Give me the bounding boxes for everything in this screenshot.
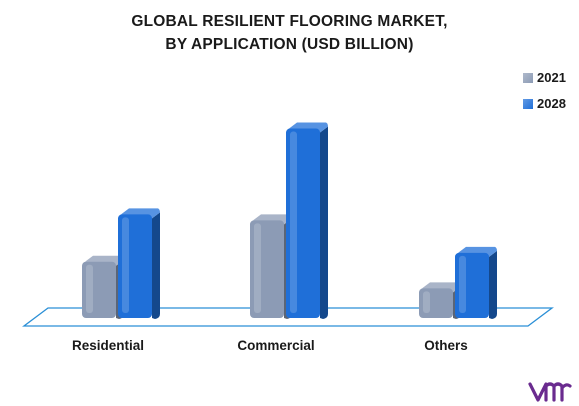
bar-residential-2021 <box>82 255 124 319</box>
bar-residential-2028 <box>118 208 160 319</box>
bar-side <box>489 250 497 319</box>
bar-highlight <box>122 217 129 313</box>
bar-commercial-2028 <box>286 122 328 319</box>
category-label-others: Others <box>424 338 468 353</box>
legend-label-2028: 2028 <box>537 96 566 111</box>
bar-others-2028 <box>455 246 497 319</box>
category-label-residential: Residential <box>71 338 145 353</box>
bar-highlight <box>423 291 430 313</box>
vmr-logo-icon <box>528 382 572 402</box>
chart-title-line-1: GLOBAL RESILIENT FLOORING MARKET, <box>131 13 448 30</box>
bar-front <box>419 288 453 318</box>
legend-label-2021: 2021 <box>537 70 566 85</box>
legend-swatch-2021 <box>523 72 533 83</box>
legend-item-2021: 2021 <box>523 70 566 85</box>
category-label-commercial: Commercial <box>237 338 315 353</box>
bar-highlight <box>86 264 93 313</box>
bar-front <box>82 261 116 318</box>
bar-side <box>320 126 328 319</box>
bar-side <box>152 212 160 319</box>
bar-highlight <box>459 255 466 313</box>
chart-title-line-2: BY APPLICATION (USD BILLION) <box>165 36 414 53</box>
bar-highlight <box>254 223 261 313</box>
bar-front <box>286 128 320 318</box>
legend-item-2028: 2028 <box>523 96 566 111</box>
legend-swatch-2028 <box>523 98 533 109</box>
bar-front <box>250 220 284 318</box>
bar-highlight <box>290 131 297 313</box>
bar-commercial-2021 <box>250 214 292 319</box>
bar-others-2021 <box>419 282 461 319</box>
bars-group <box>82 122 497 319</box>
bar-front <box>118 214 152 318</box>
bar-front <box>455 252 489 318</box>
